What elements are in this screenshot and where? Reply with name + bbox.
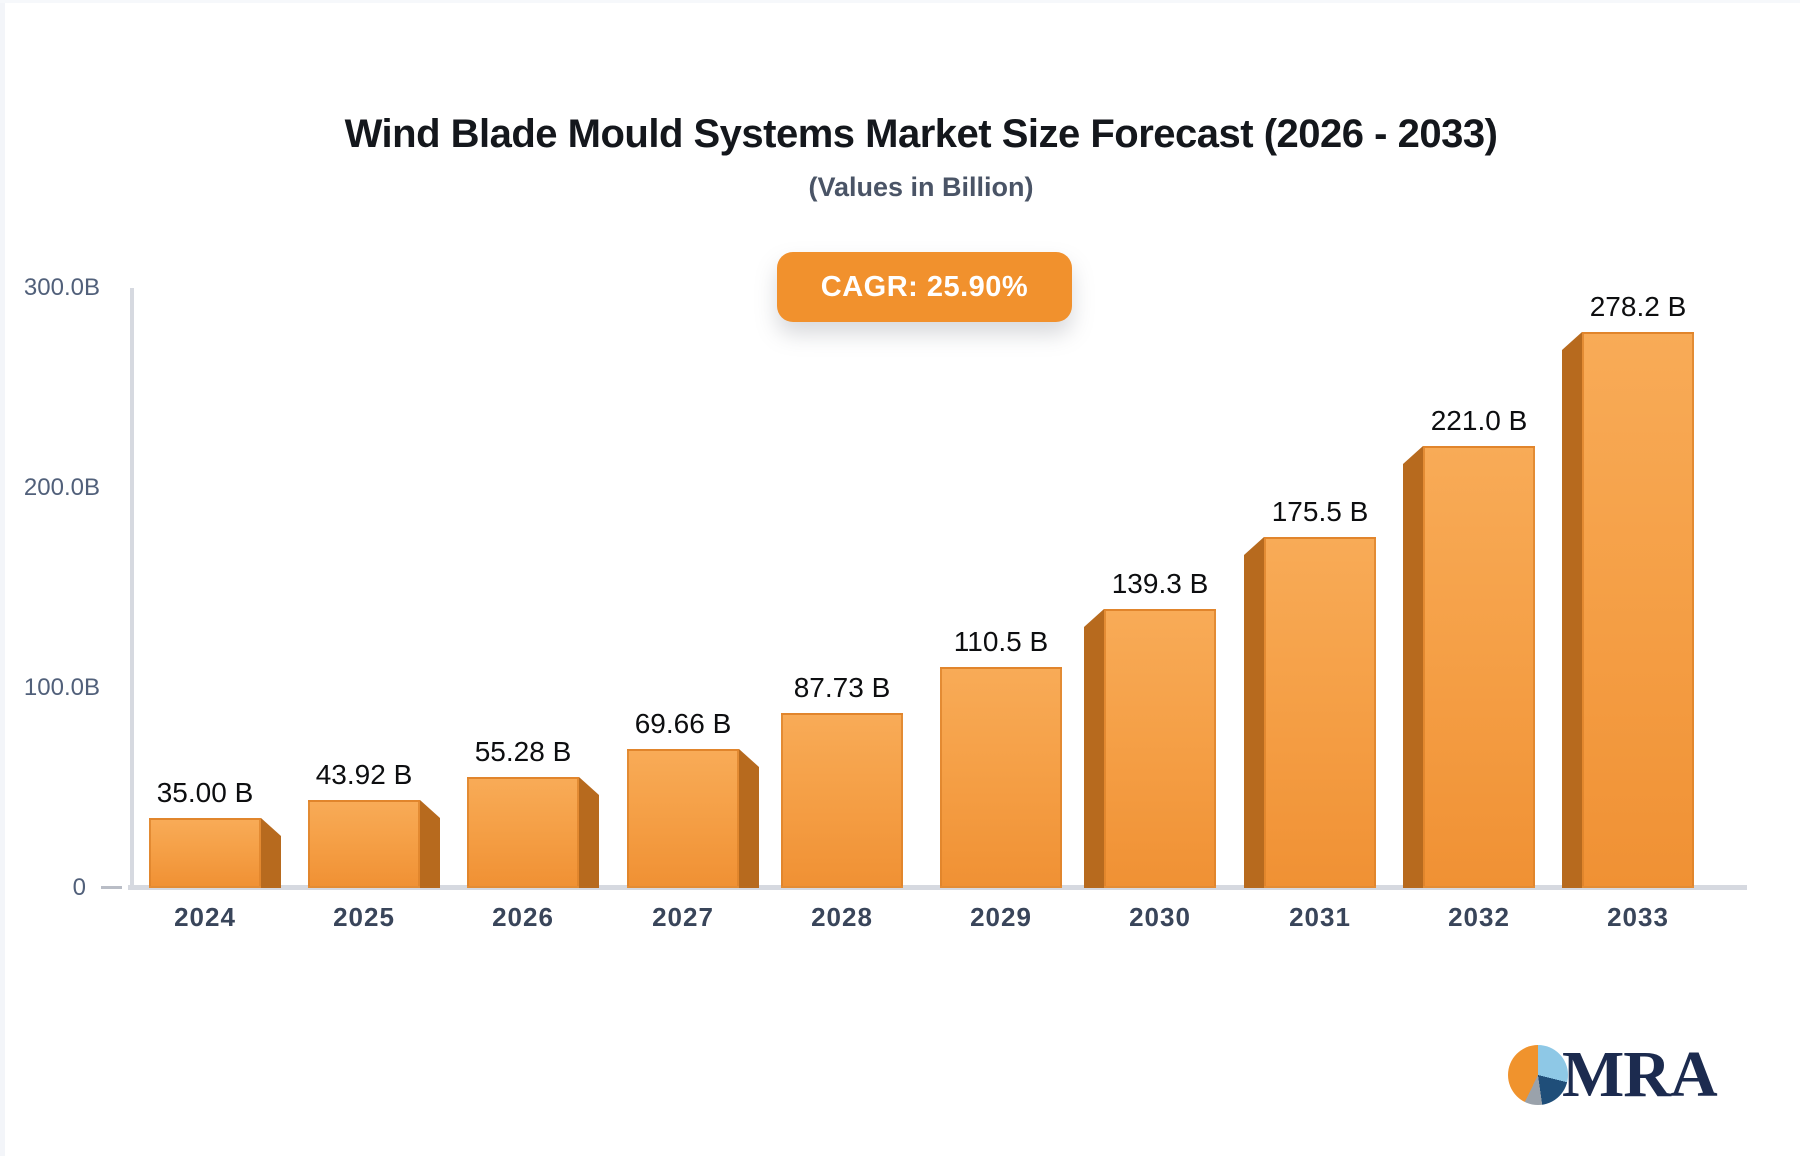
- bar: [1104, 609, 1216, 888]
- bar-side-face: [1084, 609, 1104, 888]
- bar-value-label: 110.5 B: [953, 626, 1049, 657]
- bar-value-label: 139.3 B: [1111, 568, 1209, 599]
- bar-value-label: 278.2 B: [1589, 291, 1687, 322]
- y-axis-line: [130, 288, 134, 888]
- cagr-badge: CAGR: 25.90%: [777, 252, 1072, 322]
- bar: [1264, 537, 1376, 888]
- y-tick-label: 0: [72, 874, 86, 901]
- x-tick-label: 2024: [174, 902, 236, 932]
- bar-value-label: 87.73 B: [793, 672, 891, 703]
- bar-side-face: [579, 777, 599, 888]
- x-tick-label: 2026: [492, 902, 554, 932]
- x-tick-label: 2033: [1607, 902, 1669, 932]
- bar: [1423, 446, 1535, 888]
- bar-side-face: [261, 818, 281, 888]
- bar: [781, 713, 903, 888]
- y-tick-label: 200.0B: [23, 474, 100, 501]
- bar-side-face: [1562, 332, 1582, 888]
- bar-value-label: 175.5 B: [1271, 496, 1369, 527]
- x-tick-label: 2032: [1448, 902, 1510, 932]
- bar-value-label: 69.66 B: [634, 708, 732, 739]
- bar-value-label: 55.28 B: [474, 736, 572, 767]
- chart-subtitle: (Values in Billion): [808, 172, 1034, 202]
- x-tick-label: 2031: [1289, 902, 1351, 932]
- bar: [467, 777, 579, 888]
- bar-side-face: [1403, 446, 1423, 888]
- x-tick-label: 2029: [970, 902, 1032, 932]
- bar: [149, 818, 261, 888]
- y-tick-label: 100.0B: [23, 674, 100, 701]
- canvas-left-edge: [0, 0, 5, 1156]
- bar: [1582, 332, 1694, 888]
- x-tick-label: 2028: [811, 902, 873, 932]
- bar-value-label: 221.0 B: [1430, 405, 1528, 436]
- bar-side-face: [739, 749, 759, 888]
- pie-chart-icon: [1508, 1045, 1568, 1105]
- x-tick-label: 2027: [652, 902, 714, 932]
- cagr-badge-label: CAGR: 25.90%: [820, 270, 1029, 303]
- x-tick-label: 2030: [1129, 902, 1191, 932]
- brand-logo: MRA: [1508, 1038, 1718, 1111]
- x-tick-label: 2025: [333, 902, 395, 932]
- brand-logo-text: MRA: [1562, 1038, 1718, 1111]
- bar-side-face: [420, 800, 440, 888]
- y-tick-label: 300.0B: [23, 274, 100, 301]
- bar-value-label: 35.00 B: [156, 777, 254, 808]
- bar: [940, 667, 1062, 888]
- chart-title: Wind Blade Mould Systems Market Size For…: [344, 112, 1498, 156]
- bar: [308, 800, 420, 888]
- x-axis-baseline: [128, 885, 1747, 890]
- canvas-top-edge: [0, 0, 1800, 3]
- zero-tick-mark: [101, 886, 122, 889]
- bar: [627, 749, 739, 888]
- bar-value-label: 43.92 B: [315, 759, 413, 790]
- bar-side-face: [1244, 537, 1264, 888]
